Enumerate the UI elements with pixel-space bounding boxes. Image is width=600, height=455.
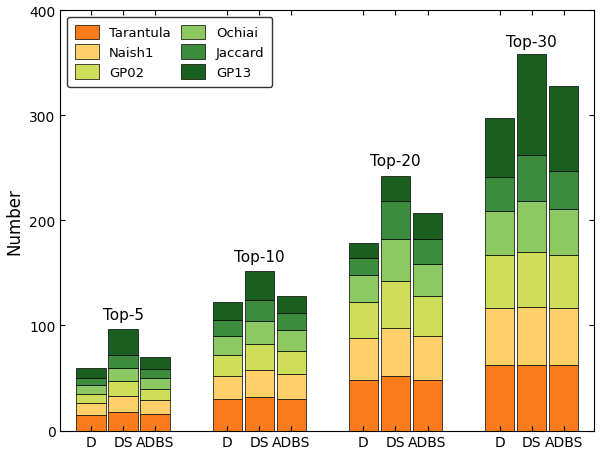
Bar bbox=[245, 344, 274, 370]
Bar bbox=[517, 202, 547, 253]
Bar bbox=[381, 177, 410, 202]
Bar bbox=[381, 202, 410, 240]
Bar bbox=[549, 366, 578, 430]
Bar bbox=[212, 376, 242, 399]
Bar bbox=[109, 381, 138, 396]
Bar bbox=[485, 212, 514, 255]
Bar bbox=[245, 322, 274, 344]
Bar bbox=[381, 282, 410, 328]
Bar bbox=[485, 255, 514, 308]
Bar bbox=[349, 303, 378, 339]
Bar bbox=[549, 209, 578, 255]
Bar bbox=[413, 296, 442, 336]
Bar bbox=[140, 357, 170, 369]
Y-axis label: Number: Number bbox=[5, 187, 23, 254]
Bar bbox=[277, 330, 306, 351]
Bar bbox=[76, 378, 106, 385]
Bar bbox=[109, 396, 138, 412]
Bar bbox=[517, 366, 547, 430]
Bar bbox=[277, 351, 306, 374]
Bar bbox=[517, 253, 547, 307]
Bar bbox=[349, 244, 378, 258]
Bar bbox=[140, 369, 170, 378]
Bar bbox=[413, 213, 442, 240]
Bar bbox=[413, 380, 442, 430]
Bar bbox=[245, 397, 274, 430]
Bar bbox=[349, 275, 378, 303]
Bar bbox=[349, 380, 378, 430]
Text: Top-30: Top-30 bbox=[506, 35, 557, 50]
Bar bbox=[109, 368, 138, 381]
Text: Top-10: Top-10 bbox=[234, 250, 284, 265]
Bar bbox=[349, 258, 378, 275]
Bar bbox=[485, 178, 514, 212]
Bar bbox=[485, 366, 514, 430]
Bar bbox=[549, 255, 578, 308]
Legend: Tarantula, Naish1, GP02, Ochiai, Jaccard, GP13: Tarantula, Naish1, GP02, Ochiai, Jaccard… bbox=[67, 18, 272, 88]
Bar bbox=[212, 399, 242, 430]
Bar bbox=[245, 301, 274, 322]
Bar bbox=[109, 412, 138, 430]
Bar bbox=[140, 378, 170, 389]
Bar bbox=[549, 172, 578, 209]
Bar bbox=[212, 355, 242, 376]
Bar bbox=[76, 385, 106, 394]
Bar bbox=[381, 328, 410, 376]
Bar bbox=[485, 308, 514, 366]
Bar bbox=[245, 271, 274, 301]
Bar bbox=[381, 240, 410, 282]
Bar bbox=[413, 265, 442, 296]
Bar bbox=[517, 55, 547, 156]
Bar bbox=[517, 307, 547, 366]
Bar bbox=[485, 119, 514, 178]
Bar bbox=[76, 368, 106, 378]
Bar bbox=[277, 399, 306, 430]
Bar bbox=[549, 86, 578, 172]
Bar bbox=[76, 415, 106, 430]
Bar bbox=[277, 296, 306, 313]
Bar bbox=[277, 374, 306, 399]
Bar bbox=[140, 414, 170, 430]
Bar bbox=[212, 320, 242, 336]
Bar bbox=[212, 336, 242, 355]
Text: Top-20: Top-20 bbox=[370, 153, 421, 168]
Bar bbox=[140, 389, 170, 400]
Bar bbox=[381, 376, 410, 430]
Bar bbox=[413, 336, 442, 380]
Bar bbox=[76, 394, 106, 404]
Bar bbox=[140, 400, 170, 414]
Bar bbox=[109, 355, 138, 368]
Text: Top-5: Top-5 bbox=[103, 308, 143, 323]
Bar bbox=[517, 156, 547, 202]
Bar bbox=[277, 313, 306, 330]
Bar bbox=[413, 240, 442, 265]
Bar bbox=[76, 404, 106, 415]
Bar bbox=[549, 308, 578, 366]
Bar bbox=[349, 339, 378, 380]
Bar bbox=[245, 370, 274, 397]
Bar bbox=[212, 303, 242, 320]
Bar bbox=[109, 329, 138, 355]
